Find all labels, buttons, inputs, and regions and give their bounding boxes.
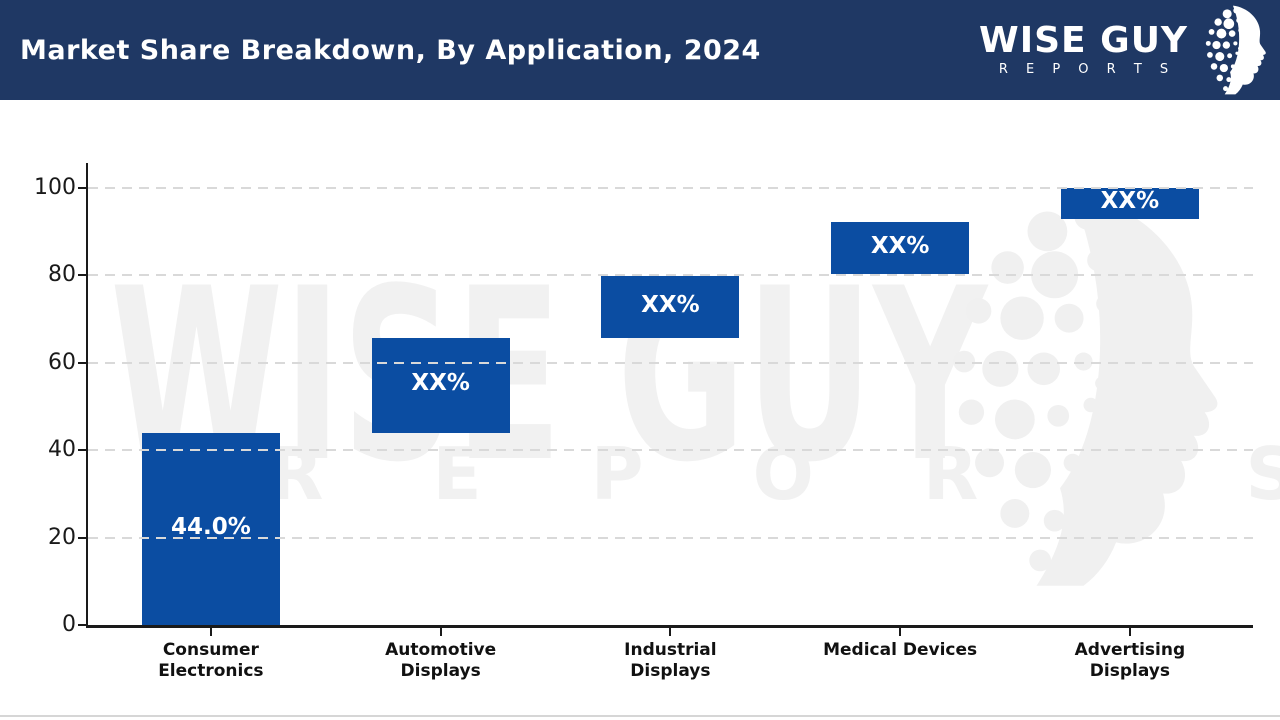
bar-automotive-displays [371,338,510,433]
bar-industrial-displays [601,275,740,339]
y-tick-label-20: 20 [48,524,76,550]
y-tick-label-40: 40 [48,437,76,462]
page-title: Market Share Breakdown, By Application, … [20,34,761,66]
y-tick-60 [78,361,86,364]
bar-value-label: XX% [411,370,470,397]
y-tick-20 [78,536,86,539]
y-tick-label-0: 0 [62,612,76,637]
brand-name: WISE GUY [978,20,1188,61]
x-tick-2 [439,628,442,636]
category-label-3: Industrial Displays [624,640,717,681]
y-tick-0 [78,624,86,626]
x-tick-1 [209,628,212,636]
bar-value-label: 44.0% [170,513,251,540]
bar-value-label: XX% [1100,188,1160,215]
bar-medical-devices [831,221,970,274]
gridline-40 [88,449,1253,451]
y-tick-80 [78,274,86,276]
brand-face-icon [1182,4,1274,96]
gridline-80 [88,274,1253,276]
x-axis-spine [86,625,1253,628]
bottom-border [0,715,1280,717]
brand-text: WISE GUY R E P O R T S [978,20,1188,78]
y-tick-label-80: 80 [48,262,76,287]
category-label-4: Medical Devices [823,640,978,660]
gridline-60 [88,361,1253,364]
gridline-100 [88,186,1253,189]
y-tick-label-100: 100 [34,174,76,200]
x-tick-3 [669,628,672,636]
category-label-5: Advertising Displays [1074,640,1186,681]
category-label-1: Consumer Electronics [158,640,264,681]
bar-value-label: XX% [641,292,700,319]
y-tick-100 [78,186,86,189]
gridline-20 [88,536,1253,539]
y-tick-label-60: 60 [48,349,76,375]
brand-subname: R E P O R T S [998,62,1176,77]
bar-advertising-displays [1060,187,1199,220]
header-bar: Market Share Breakdown, By Application, … [0,0,1280,100]
x-tick-5 [1128,628,1131,636]
category-label-2: Automotive Displays [385,640,497,681]
y-axis-spine [86,163,88,628]
brand-logo: WISE GUY R E P O R T S [979,0,1274,100]
bar-consumer-electronics [141,432,280,625]
bar-value-label: XX% [870,232,930,259]
y-tick-40 [78,449,86,451]
chart-plot-area: 0 20 40 60 80 100 44.0% Consumer Electronics XX% A… [0,100,1280,716]
x-tick-4 [899,628,902,636]
